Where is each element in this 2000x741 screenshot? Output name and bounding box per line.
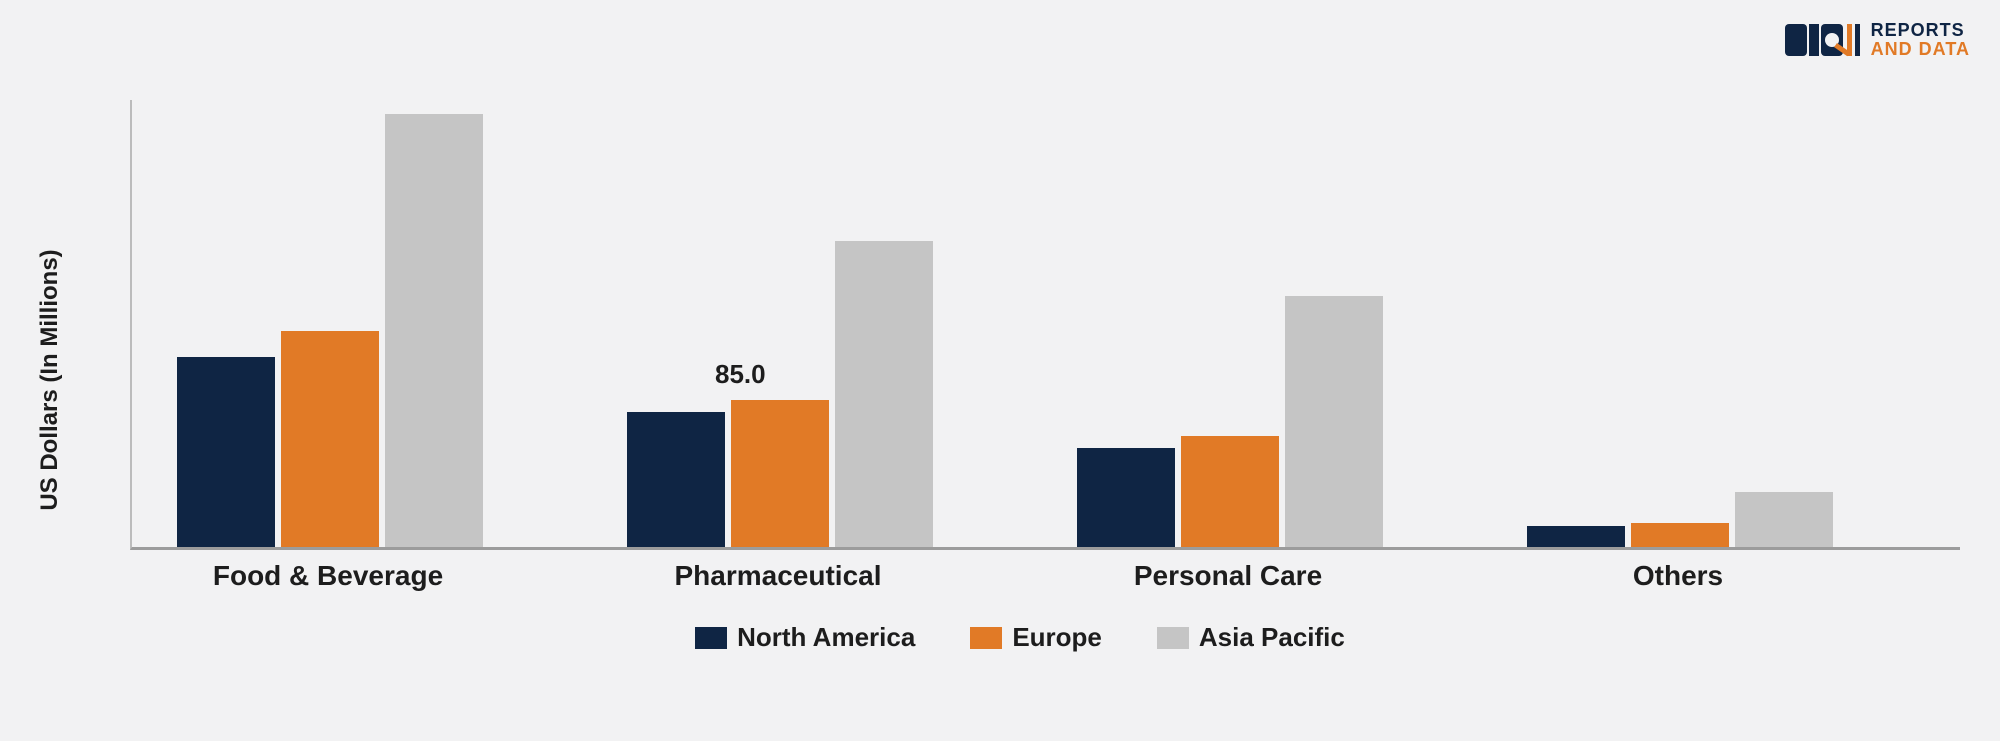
bar	[1527, 526, 1625, 547]
legend-swatch	[1157, 627, 1189, 649]
bar	[1285, 296, 1383, 547]
y-axis-label: US Dollars (In Millions)	[36, 249, 64, 510]
bar	[177, 357, 275, 547]
brand-logo: REPORTS AND DATA	[1785, 18, 1970, 62]
brand-logo-text: REPORTS AND DATA	[1871, 21, 1970, 59]
bar-group	[1527, 100, 1947, 547]
data-label: 85.0	[715, 359, 766, 390]
legend-label: North America	[737, 622, 915, 653]
legend-item: North America	[695, 622, 915, 653]
legend-label: Europe	[1012, 622, 1102, 653]
bar-group	[177, 100, 597, 547]
bar-chart: US Dollars (In Millions) 85.0 Food & Bev…	[80, 100, 1960, 660]
bar	[731, 400, 829, 547]
bar-group: 85.0	[627, 100, 1047, 547]
bar	[281, 331, 379, 547]
brand-logo-line2: AND DATA	[1871, 40, 1970, 59]
legend-item: Asia Pacific	[1157, 622, 1345, 653]
plot-area: 85.0	[130, 100, 1960, 550]
bar	[1077, 448, 1175, 547]
brand-logo-mark	[1785, 18, 1863, 62]
x-axis-label: Others	[1633, 560, 1723, 592]
bar	[835, 241, 933, 547]
bar	[1631, 523, 1729, 547]
legend-item: Europe	[970, 622, 1102, 653]
x-axis-labels: Food & Beverage Pharmaceutical Personal Ca…	[130, 560, 1960, 600]
brand-logo-line1: REPORTS	[1871, 21, 1970, 40]
x-axis-label: Personal Care	[1134, 560, 1322, 592]
legend-swatch	[970, 627, 1002, 649]
bar	[385, 114, 483, 547]
bar	[627, 412, 725, 547]
x-axis-label: Food & Beverage	[213, 560, 443, 592]
legend-label: Asia Pacific	[1199, 622, 1345, 653]
x-axis-label: Pharmaceutical	[675, 560, 882, 592]
bar	[1735, 492, 1833, 547]
legend-swatch	[695, 627, 727, 649]
bar-group	[1077, 100, 1497, 547]
bar	[1181, 436, 1279, 547]
legend: North America Europe Asia Pacific	[80, 615, 1960, 660]
